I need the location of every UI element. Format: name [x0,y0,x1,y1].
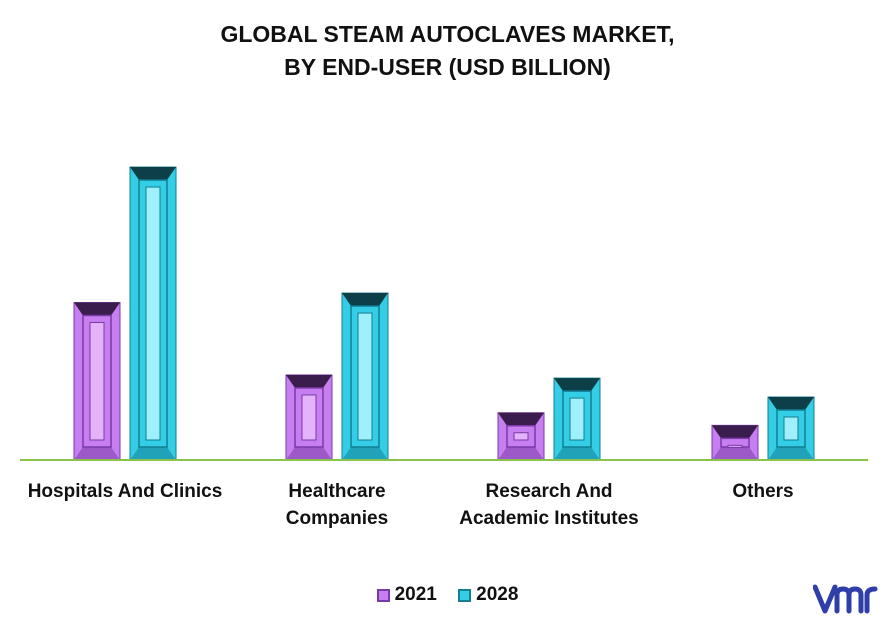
bar-2021-3 [711,424,759,461]
bar-2028-1 [341,292,389,461]
chart-title: GLOBAL STEAM AUTOCLAVES MARKET, BY END-U… [0,18,895,84]
x-tick-label-1-1: Companies [286,508,388,529]
legend-item-2028: 2028 [458,584,518,606]
bar-2028-3 [767,396,815,461]
purple-bar-swatch-icon [376,588,390,602]
x-axis-labels: Hospitals And Clinics Healthcare Companies… [28,481,794,529]
bar-2021-0 [73,302,121,461]
bar-2028-0 [129,166,177,461]
bars-group [73,166,815,461]
x-tick-label-2-1: Academic Institutes [459,508,639,529]
x-tick-label-3-0: Others [732,481,793,502]
bar-2028-2 [553,377,601,461]
legend-label-2028: 2028 [476,584,519,605]
legend-label-2021: 2021 [394,584,437,605]
x-tick-label-0-0: Hospitals And Clinics [28,481,223,502]
bar-2021-1 [285,374,333,461]
legend: 2021 2028 [0,584,895,608]
cyan-bar-swatch-icon [458,588,472,602]
vmr-logo-icon [813,584,878,614]
legend-item-2021: 2021 [376,584,437,606]
x-tick-label-1-0: Healthcare [288,481,385,502]
chart-title-line-2: BY END-USER (USD BILLION) [284,54,611,80]
chart-title-line-1: GLOBAL STEAM AUTOCLAVES MARKET, [220,21,675,47]
bar-2021-2 [497,412,545,461]
x-tick-label-2-0: Research And [485,481,612,502]
